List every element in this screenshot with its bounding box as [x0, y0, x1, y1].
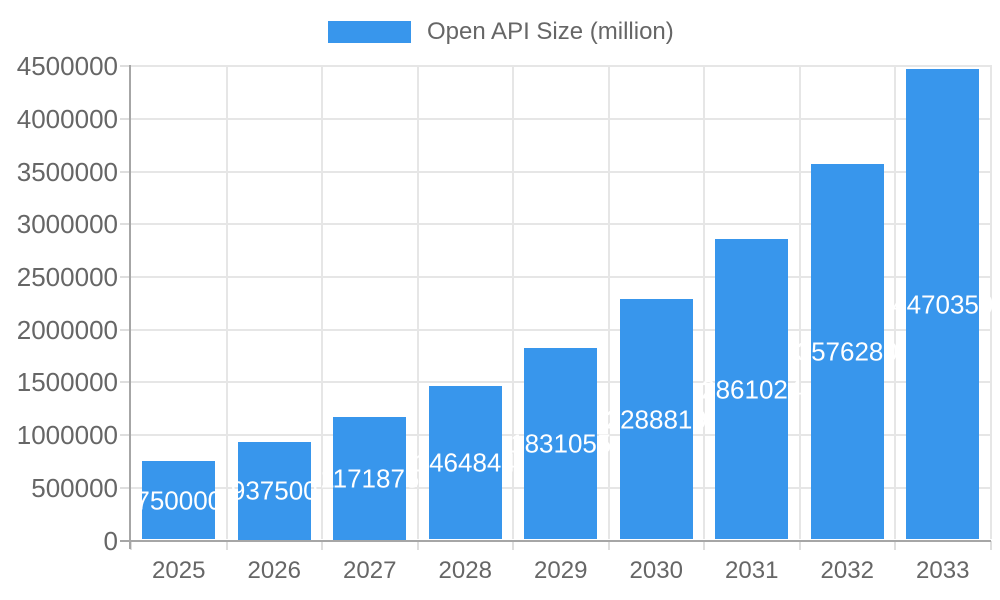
x-gridline	[798, 65, 801, 540]
y-tick-label: 1500000	[16, 367, 118, 398]
x-tick-mark	[989, 541, 992, 550]
y-gridline	[131, 328, 991, 331]
x-gridline	[416, 65, 419, 540]
x-tick-label: 2030	[629, 557, 683, 584]
bar-2026[interactable]	[237, 441, 311, 540]
y-tick-mark	[120, 117, 130, 120]
y-gridline	[131, 276, 991, 278]
x-tick-mark	[512, 541, 514, 550]
legend-swatch	[328, 21, 411, 43]
bar-2025[interactable]	[142, 461, 216, 540]
y-gridline	[131, 117, 991, 120]
legend-item[interactable]: Open API Size (million)	[328, 18, 674, 45]
y-tick-mark	[120, 223, 130, 226]
y-gridline	[131, 223, 991, 226]
y-tick-mark	[120, 381, 130, 384]
y-tick-label: 2500000	[16, 262, 118, 292]
y-tick-mark	[120, 486, 130, 489]
y-tick-label: 0	[103, 525, 118, 556]
bar-2028[interactable]	[428, 386, 502, 540]
y-tick-label: 1000000	[16, 420, 118, 451]
bar-value-label: 1171875	[320, 463, 420, 494]
x-tick-label: 2027	[343, 557, 397, 584]
x-tick-label: 2032	[820, 557, 874, 584]
x-axis-line	[120, 539, 991, 542]
x-tick-mark	[607, 541, 610, 550]
x-tick-label: 2026	[247, 557, 301, 584]
y-gridline	[131, 170, 991, 173]
x-gridline	[607, 65, 610, 540]
x-tick-label: 2033	[916, 557, 970, 584]
x-tick-mark	[225, 541, 228, 550]
bar-value-label: 3576280	[796, 336, 898, 367]
legend-label: Open API Size (million)	[427, 18, 674, 45]
x-tick-mark	[416, 541, 419, 550]
x-tick-label: 2029	[534, 557, 588, 584]
bar-value-label: 750000	[135, 485, 223, 516]
bar-2030[interactable]	[619, 299, 693, 540]
y-axis-line	[129, 65, 131, 549]
y-tick-mark	[120, 276, 130, 278]
x-gridline	[894, 65, 896, 540]
bar-2029[interactable]	[524, 347, 598, 540]
bar-value-label: 2288819	[605, 404, 707, 435]
x-tick-mark	[130, 541, 132, 550]
y-tick-label: 500000	[31, 472, 118, 503]
x-tick-label: 2031	[725, 557, 779, 584]
bar-value-label: 937500	[230, 475, 318, 506]
x-tick-mark	[703, 541, 705, 550]
bar-value-label: 2861024	[701, 374, 803, 405]
bar-value-label: 1464844	[414, 447, 516, 478]
x-gridline	[703, 65, 705, 540]
y-tick-label: 4000000	[16, 103, 118, 134]
y-tick-label: 3500000	[16, 156, 118, 187]
x-gridline	[321, 65, 323, 540]
bar-2033[interactable]	[906, 69, 980, 540]
y-tick-label: 2000000	[16, 314, 118, 345]
x-gridline	[225, 65, 228, 540]
y-tick-mark	[120, 170, 130, 173]
y-tick-label: 4500000	[16, 51, 118, 82]
bar-2027[interactable]	[333, 416, 407, 540]
x-tick-mark	[798, 541, 801, 550]
bar-2031[interactable]	[715, 238, 789, 540]
y-tick-mark	[120, 434, 130, 437]
y-tick-label: 3000000	[16, 209, 118, 240]
x-gridline	[989, 65, 992, 540]
x-gridline	[512, 65, 514, 540]
x-tick-label: 2025	[152, 557, 206, 584]
y-tick-mark	[120, 65, 130, 68]
x-tick-mark	[894, 541, 896, 550]
y-gridline	[131, 65, 991, 68]
x-tick-label: 2028	[438, 557, 492, 584]
x-tick-mark	[321, 541, 323, 550]
bar-value-label: 4470350	[892, 289, 994, 320]
bar-2032[interactable]	[810, 163, 884, 540]
bar-value-label: 1831055	[510, 428, 612, 459]
y-tick-mark	[120, 328, 130, 331]
